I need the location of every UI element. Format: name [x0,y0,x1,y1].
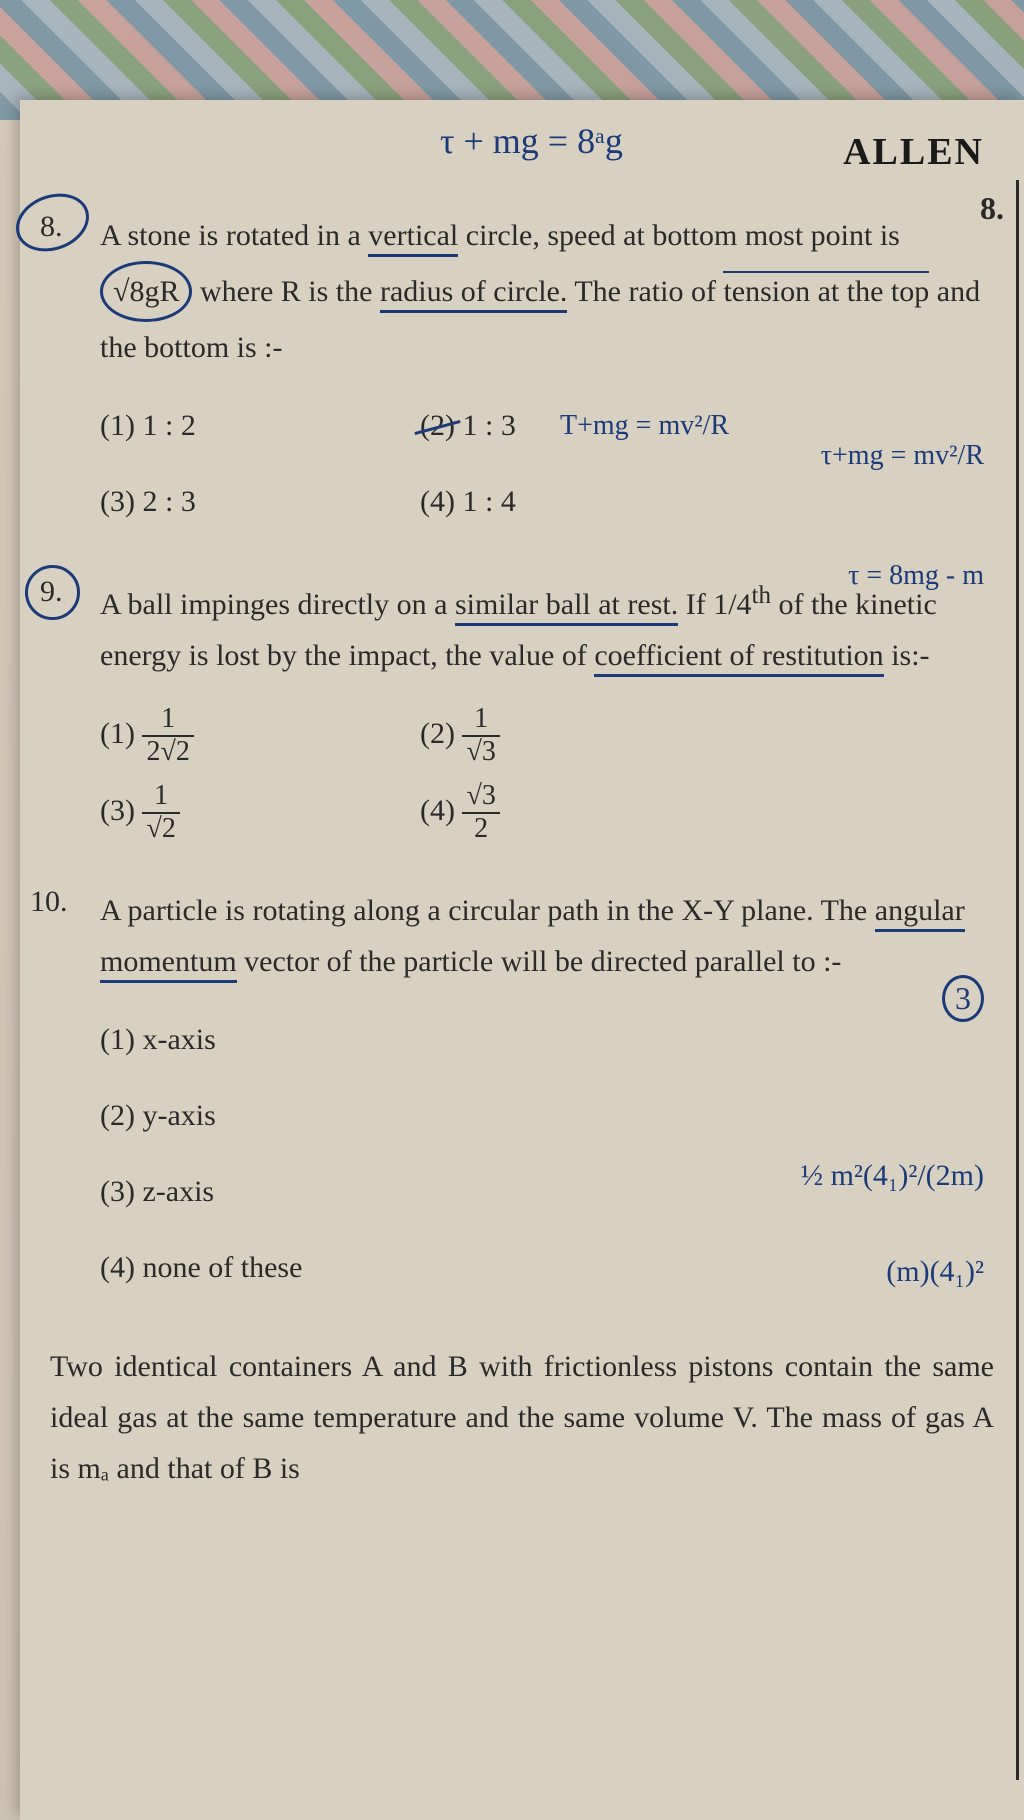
question-11-partial: Two identical containers A and B with fr… [50,1341,994,1494]
question-9: 9. 3 A ball impinges directly on a simil… [100,575,994,845]
option-text: 1 : 3 [455,409,516,442]
denominator: 2√2 [142,737,193,768]
handwritten-work: T+mg = mv²/R [560,410,729,442]
option-3: (3) 1√2 [100,778,380,845]
underlined-text: radius of circle. [380,275,567,313]
text: A stone is rotated in a [100,219,368,252]
label: (1) [100,717,142,750]
label: (3) [100,794,142,827]
underlined-text: coefficient of restitution [594,639,883,677]
numerator: 1 [142,704,193,737]
numerator: 1 [462,704,499,737]
denominator: √2 [142,814,179,845]
text: A ball impinges directly on a [100,588,455,621]
numerator: √3 [462,781,499,814]
text: If 1/4 [678,588,751,621]
superscript: th [752,582,771,609]
question-number: 10. [30,885,68,919]
margin-divider [1016,180,1019,1780]
text: is:- [884,639,930,672]
circled-formula: √8gR [100,261,192,322]
handwritten-work: τ+mg = mv²/R [821,440,984,472]
struck-label: (2) [420,409,455,442]
question-number: 9. [40,575,63,609]
fraction: 12√2 [142,704,193,768]
question-text: A stone is rotated in a vertical circle,… [100,210,994,373]
text: where R is the [192,275,379,308]
question-text: A ball impinges directly on a similar ba… [100,575,994,681]
numerator: 1 [142,781,179,814]
text: circle, speed at bottom most point is [458,219,900,252]
brand-label: ALLEN [843,130,984,174]
label: (2) [420,717,462,750]
text: The ratio of [567,275,723,308]
option-1: (1) 1 : 2 [100,393,380,459]
text: A particle is rotating along a circular … [100,894,875,927]
question-10: 10. A particle is rotating along a circu… [100,885,994,1301]
option-4: (4) none of these [100,1235,994,1301]
question-text: Two identical containers A and B with fr… [50,1341,994,1494]
fraction: 1√3 [462,704,499,768]
option-3: (3) z-axis [100,1159,994,1225]
page: τ + mg = 8ᵃg ALLEN 8. 8. A stone is rota… [20,100,1024,1820]
option-2: (2) y-axis [100,1083,994,1149]
underlined-text: similar ball at rest. [455,588,678,626]
denominator: 2 [462,814,499,845]
option-4: (4) √32 [420,778,700,845]
handwritten-top: τ + mg = 8ᵃg [440,120,623,162]
option-1: (1) 12√2 [100,701,380,768]
question-number: 8. [40,210,63,244]
option-2: (2) 1√3 [420,701,700,768]
underlined-text: vertical [368,219,458,257]
option-1: (1) x-axis [100,1007,994,1073]
options: (1) 12√2 (2) 1√3 (3) 1√2 (4) √32 [100,701,994,845]
fraction: √32 [462,781,499,845]
option-3: (3) 2 : 3 [100,469,380,535]
label: (4) [420,794,462,827]
overline-text: tension at the top [723,271,929,308]
question-text: A particle is rotating along a circular … [100,885,994,987]
question-8: 8. A stone is rotated in a vertical circ… [100,210,994,535]
fraction: 1√2 [142,781,179,845]
option-4: (4) 1 : 4 [420,469,700,535]
text: vector of the particle will be directed … [237,945,842,978]
denominator: √3 [462,737,499,768]
options: (1) x-axis (2) y-axis (3) z-axis (4) non… [100,1007,994,1301]
